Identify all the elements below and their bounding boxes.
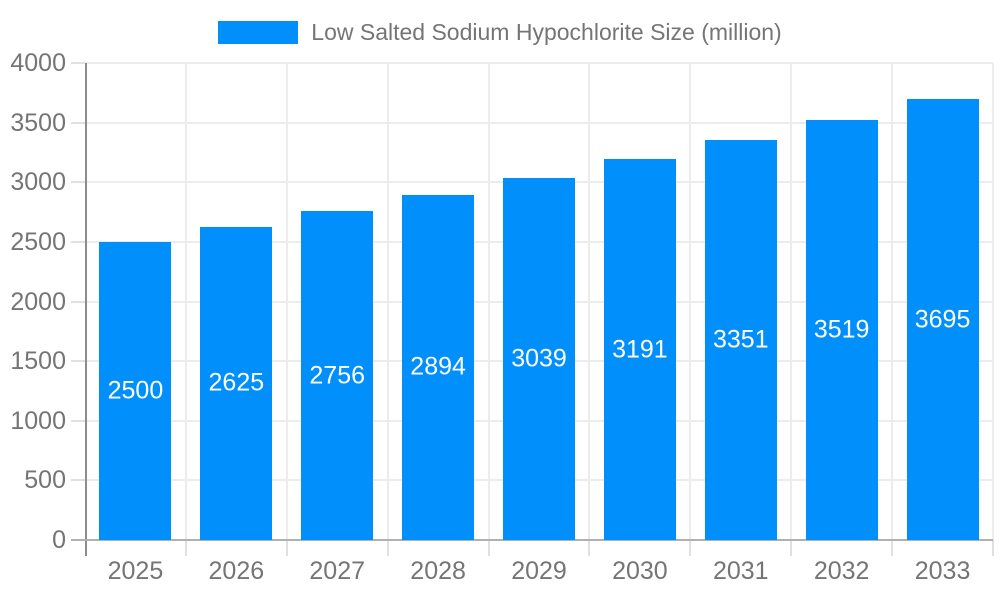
x-tick-label: 2028 [410, 557, 466, 585]
bar-value-label: 2756 [309, 361, 366, 390]
y-tick-label: 3000 [10, 168, 66, 197]
bar[interactable] [301, 211, 374, 540]
v-gridline [588, 63, 591, 540]
y-tick-label: 0 [52, 526, 66, 554]
v-gridline [285, 63, 288, 540]
bar[interactable] [503, 177, 575, 540]
y-tick [71, 360, 85, 363]
v-gridline [891, 63, 894, 540]
bar[interactable] [805, 120, 878, 540]
h-gridline [85, 62, 993, 64]
y-tick [71, 181, 85, 184]
y-tick-label: 2500 [10, 227, 66, 256]
y-tick-label: 500 [24, 466, 66, 495]
bar-value-label: 2625 [208, 368, 265, 397]
x-axis-line [71, 539, 993, 541]
bar-value-label: 3351 [712, 325, 769, 354]
y-tick [71, 300, 85, 303]
x-tick [689, 540, 692, 556]
x-tick [487, 540, 490, 556]
y-tick [71, 240, 85, 243]
y-tick [71, 62, 85, 64]
legend-label: Low Salted Sodium Hypochlorite Size (mil… [311, 19, 782, 45]
x-tick-label: 2033 [914, 557, 971, 585]
v-gridline [992, 63, 994, 540]
y-tick [71, 479, 85, 482]
y-tick [71, 121, 85, 124]
x-tick-label: 2029 [511, 557, 567, 585]
bar-value-label: 3039 [511, 344, 567, 373]
y-axis-line [85, 63, 87, 556]
bar-value-label: 2894 [410, 352, 466, 381]
v-gridline [790, 63, 793, 540]
bar[interactable] [704, 140, 777, 540]
x-tick [891, 540, 894, 556]
bar[interactable] [906, 99, 979, 540]
bar[interactable] [99, 241, 172, 540]
v-gridline [487, 63, 490, 540]
legend-swatch-icon [218, 21, 299, 44]
v-gridline [386, 63, 389, 540]
y-tick [71, 419, 85, 422]
x-tick [285, 540, 288, 556]
bar-value-label: 3519 [813, 315, 870, 344]
x-tick-label: 2025 [107, 557, 164, 585]
legend-item[interactable]: Low Salted Sodium Hypochlorite Size (mil… [218, 19, 782, 46]
y-tick-label: 2000 [10, 287, 66, 316]
x-tick [790, 540, 793, 556]
bar[interactable] [402, 194, 475, 540]
v-gridline [689, 63, 692, 540]
x-tick [588, 540, 591, 556]
x-tick [992, 540, 994, 556]
y-tick-label: 4000 [10, 49, 66, 77]
y-tick-label: 1500 [10, 347, 66, 376]
chart-legend: Low Salted Sodium Hypochlorite Size (mil… [0, 19, 1000, 46]
x-tick-label: 2027 [309, 557, 366, 585]
bar[interactable] [200, 226, 273, 540]
bar-value-label: 3695 [914, 305, 971, 334]
h-gridline [85, 121, 993, 124]
x-tick [386, 540, 389, 556]
x-tick-label: 2031 [712, 557, 769, 585]
x-tick-label: 2030 [612, 557, 668, 585]
bar-value-label: 2500 [107, 376, 164, 405]
x-tick-label: 2026 [208, 557, 265, 585]
x-tick [184, 540, 187, 556]
bar[interactable] [603, 159, 676, 540]
y-tick-label: 3500 [10, 108, 66, 137]
x-tick-label: 2032 [813, 557, 870, 585]
v-gridline [184, 63, 187, 540]
y-tick-label: 1000 [10, 406, 66, 435]
bar-value-label: 3191 [612, 335, 668, 364]
